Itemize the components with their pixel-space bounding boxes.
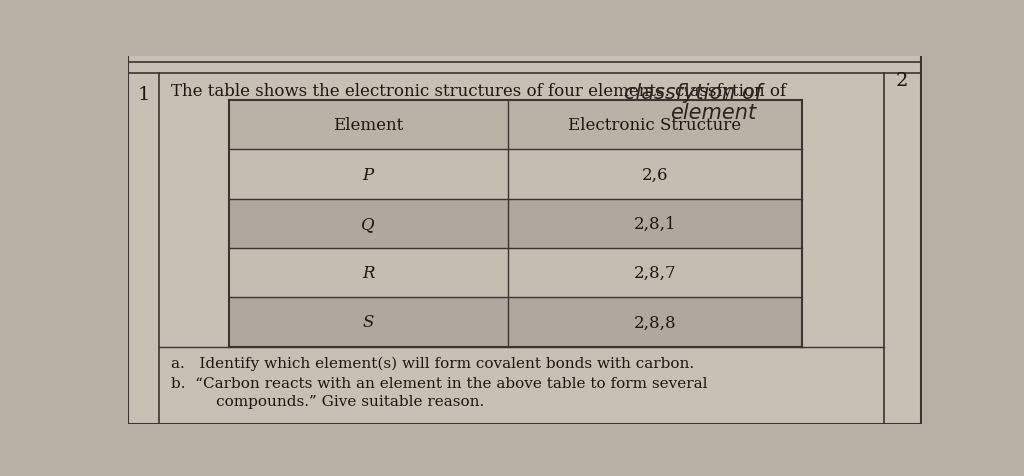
Text: R: R xyxy=(362,265,375,281)
Text: 1: 1 xyxy=(137,86,150,103)
Bar xyxy=(228,150,802,199)
Text: classfytion of: classfytion of xyxy=(624,83,762,103)
Text: P: P xyxy=(362,166,374,183)
Text: 2: 2 xyxy=(896,72,908,89)
Text: Element: Element xyxy=(333,117,403,134)
Text: a.   Identify which element(s) will form covalent bonds with carbon.: a. Identify which element(s) will form c… xyxy=(171,356,693,370)
Text: 2,8,1: 2,8,1 xyxy=(634,215,676,232)
Bar xyxy=(228,298,802,347)
Text: b.  “Carbon reacts with an element in the above table to form several: b. “Carbon reacts with an element in the… xyxy=(171,376,708,390)
Text: 2,6: 2,6 xyxy=(642,166,669,183)
Text: Electronic Structure: Electronic Structure xyxy=(568,117,741,134)
Text: compounds.” Give suitable reason.: compounds.” Give suitable reason. xyxy=(182,395,484,408)
Text: Q: Q xyxy=(361,215,375,232)
Bar xyxy=(228,248,802,298)
Text: 2,8,7: 2,8,7 xyxy=(634,265,676,281)
Text: The table shows the electronic structures of four elements. classfytion of: The table shows the electronic structure… xyxy=(171,83,785,100)
Text: 2,8,8: 2,8,8 xyxy=(634,314,676,331)
Text: element: element xyxy=(671,102,757,122)
Bar xyxy=(228,101,802,150)
Text: S: S xyxy=(362,314,374,331)
Bar xyxy=(228,199,802,248)
